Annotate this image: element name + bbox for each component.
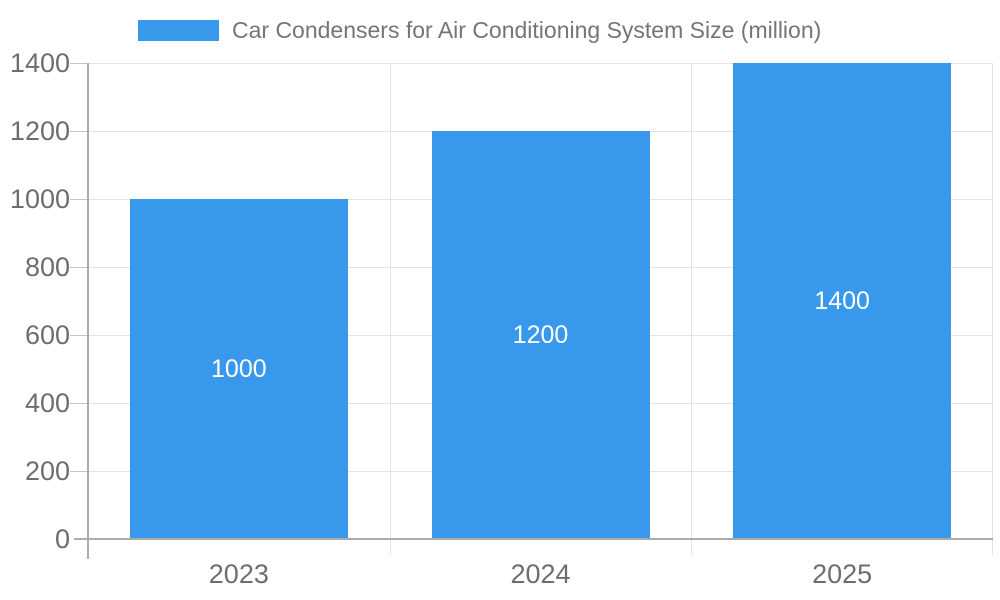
y-axis-label-200: 200: [24, 455, 70, 486]
y-axis-line: [87, 63, 89, 559]
y-axis-label-600: 600: [24, 319, 70, 350]
gridline-x-1: [390, 63, 391, 555]
y-axis-label-400: 400: [24, 387, 70, 418]
y-axis-label-1200: 1200: [9, 115, 70, 146]
y-axis-tick-600: [70, 335, 88, 336]
bar-2023[interactable]: 1000: [129, 199, 348, 539]
y-axis-label-800: 800: [24, 251, 70, 282]
gridline-x-3: [992, 63, 993, 555]
bar-2024[interactable]: 1200: [431, 131, 650, 539]
y-axis-tick-200: [70, 471, 88, 472]
legend-swatch-icon: [138, 19, 219, 41]
x-axis-label-2025: 2025: [812, 558, 873, 589]
gridline-x-2: [691, 63, 692, 555]
gridline-y-1400: [88, 63, 993, 64]
bar-value-label: 1000: [211, 354, 267, 383]
y-axis-tick-1000: [70, 199, 88, 200]
y-axis-label-1400: 1400: [9, 47, 70, 78]
bar-value-label: 1400: [814, 286, 870, 315]
y-axis-tick-1200: [70, 131, 88, 132]
y-axis-label-0: 0: [54, 523, 70, 554]
x-axis-label-2023: 2023: [208, 558, 269, 589]
legend-label: Car Condensers for Air Conditioning Syst…: [232, 17, 822, 43]
y-axis-label-1000: 1000: [9, 183, 70, 214]
y-axis-tick-1400: [70, 63, 88, 64]
y-axis-tick-400: [70, 403, 88, 404]
chart-legend[interactable]: Car Condensers for Air Conditioning Syst…: [138, 17, 821, 43]
plot-area: 1000 1200 1400: [70, 63, 993, 559]
x-axis-line: [74, 538, 993, 540]
bar-2025[interactable]: 1400: [733, 63, 952, 539]
x-axis-label-2024: 2024: [510, 558, 571, 589]
bar-value-label: 1200: [512, 320, 569, 349]
y-axis-tick-800: [70, 267, 88, 268]
